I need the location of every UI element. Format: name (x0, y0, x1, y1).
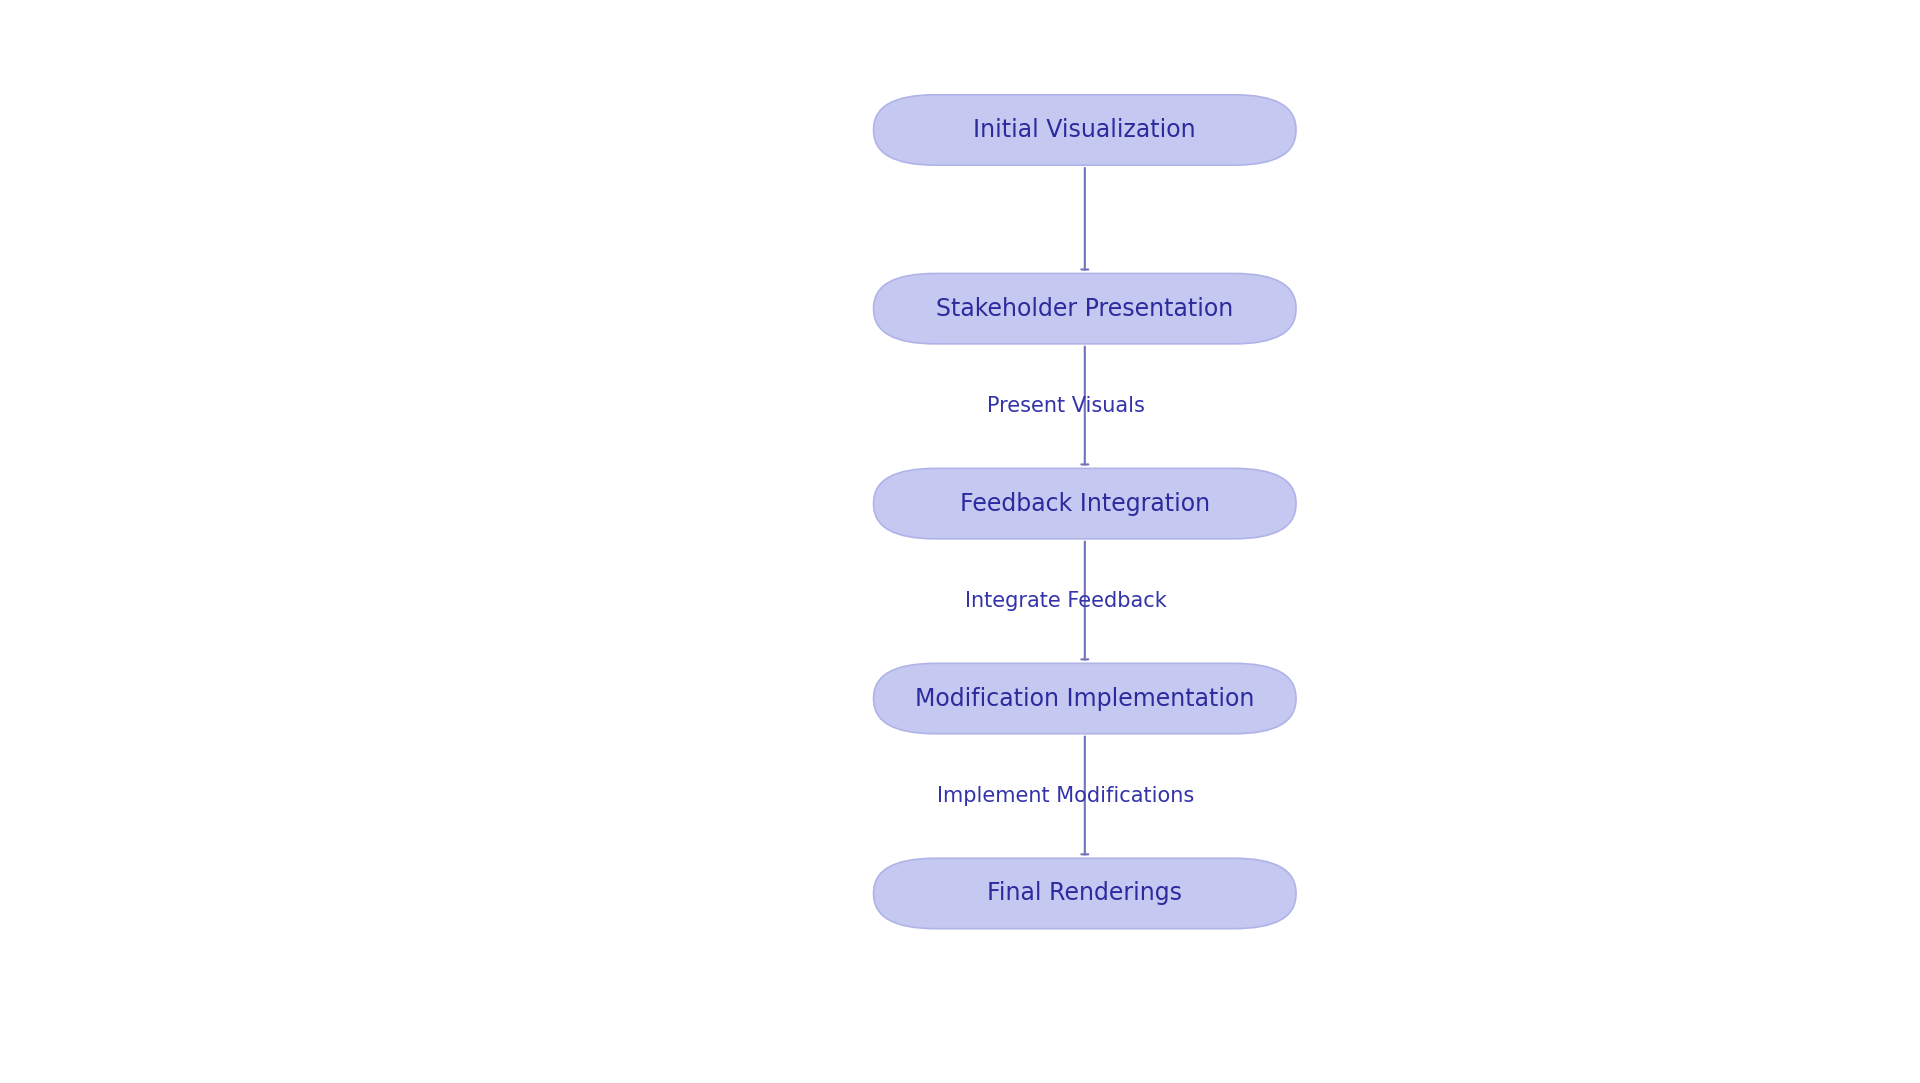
FancyBboxPatch shape (874, 95, 1296, 165)
FancyBboxPatch shape (874, 663, 1296, 734)
FancyBboxPatch shape (874, 858, 1296, 929)
Text: Final Renderings: Final Renderings (987, 882, 1183, 905)
Text: Initial Visualization: Initial Visualization (973, 118, 1196, 142)
Text: Present Visuals: Present Visuals (987, 396, 1144, 416)
Text: Modification Implementation: Modification Implementation (916, 687, 1254, 710)
Text: Stakeholder Presentation: Stakeholder Presentation (937, 297, 1233, 321)
Text: Feedback Integration: Feedback Integration (960, 492, 1210, 516)
Text: Implement Modifications: Implement Modifications (937, 786, 1194, 806)
FancyBboxPatch shape (874, 468, 1296, 538)
Text: Integrate Feedback: Integrate Feedback (964, 591, 1167, 611)
FancyBboxPatch shape (874, 274, 1296, 344)
